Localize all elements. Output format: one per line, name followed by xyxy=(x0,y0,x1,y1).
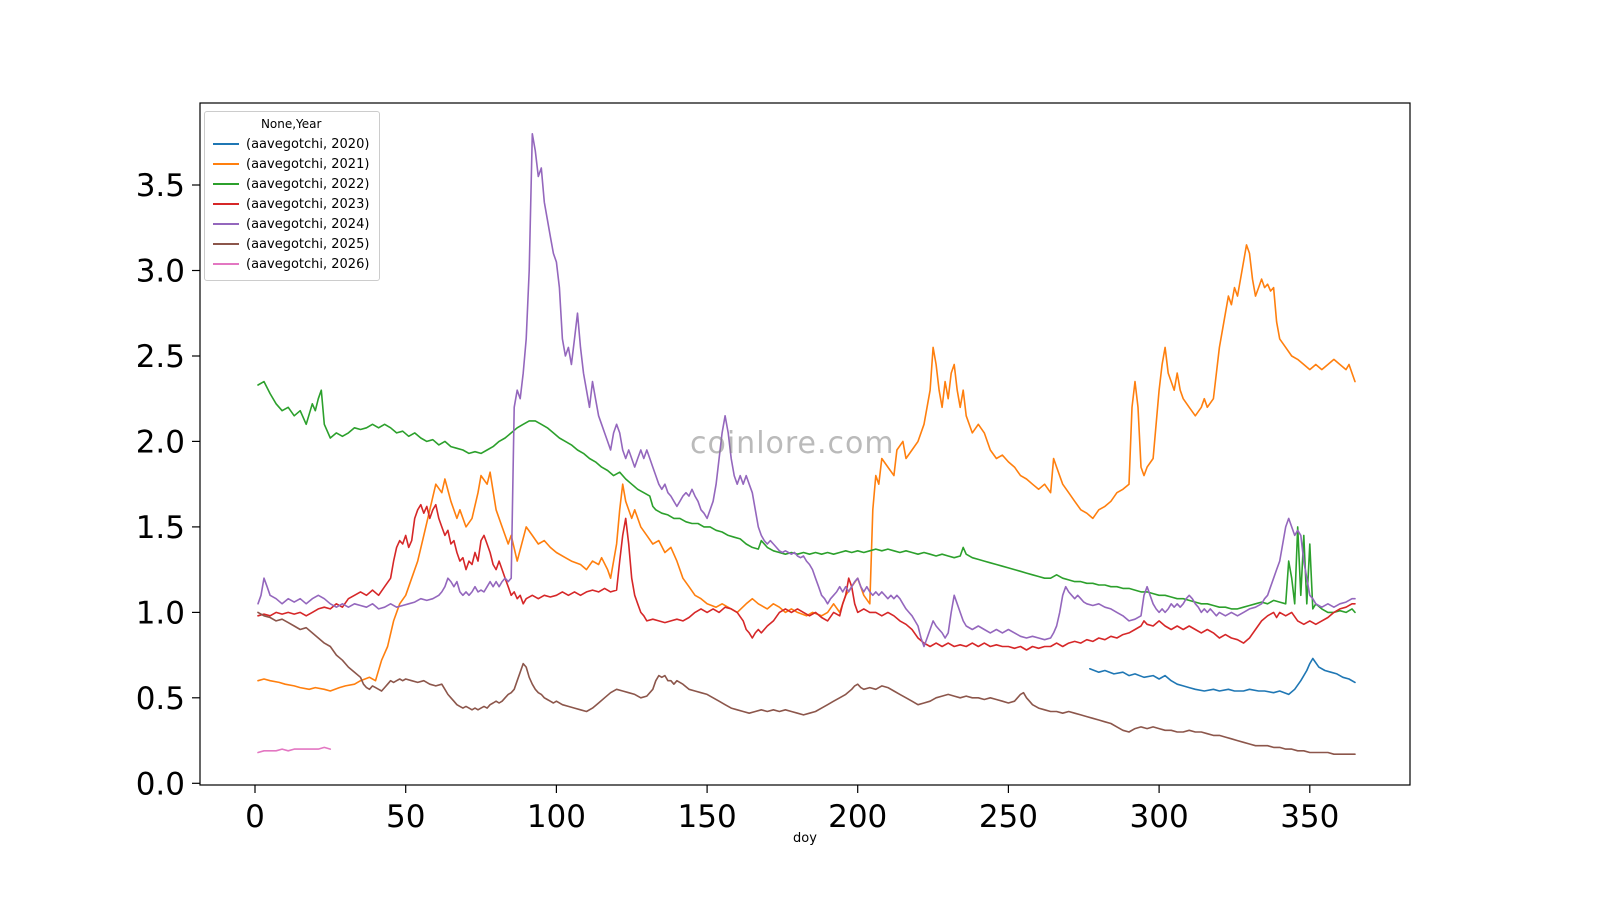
x-tick-label: 0 xyxy=(245,799,265,835)
legend-item: (aavegotchi, 2026) xyxy=(213,254,369,274)
y-tick-label: 2.0 xyxy=(136,424,185,460)
legend-swatch xyxy=(213,163,239,165)
y-tick-label: 3.5 xyxy=(136,168,185,204)
x-tick-label: 50 xyxy=(386,799,425,835)
legend-item: (aavegotchi, 2021) xyxy=(213,154,369,174)
y-tick-label: 1.0 xyxy=(136,595,185,631)
series-aavegotchi-2022 xyxy=(257,380,1356,614)
x-tick-label: 250 xyxy=(979,799,1038,835)
x-tick-label: 300 xyxy=(1130,799,1189,835)
series-aavegotchi-2023 xyxy=(257,503,1356,651)
legend-title: None,Year xyxy=(260,117,322,131)
legend: None,Year (aavegotchi, 2020) (aavegotchi,… xyxy=(204,111,381,281)
legend-label: (aavegotchi, 2026) xyxy=(246,256,370,272)
legend-label: (aavegotchi, 2025) xyxy=(246,236,370,252)
legend-swatch xyxy=(213,243,239,245)
legend-label: (aavegotchi, 2023) xyxy=(246,196,370,212)
y-tick-label: 0.0 xyxy=(136,766,185,802)
y-tick-label: 1.5 xyxy=(136,510,185,546)
x-tick-label: 200 xyxy=(828,799,887,835)
y-tick-label: 0.5 xyxy=(136,681,185,717)
legend-label: (aavegotchi, 2022) xyxy=(246,176,370,192)
legend-item: (aavegotchi, 2025) xyxy=(213,234,369,254)
legend-item: (aavegotchi, 2024) xyxy=(213,214,369,234)
legend-label: (aavegotchi, 2020) xyxy=(246,136,370,152)
series-aavegotchi-2024 xyxy=(257,133,1356,648)
series-aavegotchi-2025 xyxy=(257,611,1356,756)
legend-swatch xyxy=(213,223,239,225)
legend-swatch xyxy=(213,203,239,205)
x-axis-label: doy xyxy=(793,831,817,846)
y-tick-label: 3.0 xyxy=(136,254,185,290)
y-tick-label: 2.5 xyxy=(136,339,185,375)
series-aavegotchi-2021 xyxy=(257,244,1356,692)
series-aavegotchi-2026 xyxy=(257,746,332,754)
legend-item: (aavegotchi, 2023) xyxy=(213,194,369,214)
legend-label: (aavegotchi, 2024) xyxy=(246,216,370,232)
legend-label: (aavegotchi, 2021) xyxy=(246,156,370,172)
legend-swatch xyxy=(213,143,239,145)
x-tick-label: 350 xyxy=(1280,799,1339,835)
x-tick-label: 100 xyxy=(527,799,586,835)
watermark: coinlore.com xyxy=(690,426,895,461)
x-tick-label: 150 xyxy=(678,799,737,835)
legend-item: (aavegotchi, 2022) xyxy=(213,174,369,194)
legend-items: (aavegotchi, 2020) (aavegotchi, 2021) (aav… xyxy=(213,134,369,274)
legend-swatch xyxy=(213,183,239,185)
legend-item: (aavegotchi, 2020) xyxy=(213,134,369,154)
series-aavegotchi-2020 xyxy=(1089,657,1356,696)
legend-swatch xyxy=(213,263,239,265)
plot-area xyxy=(199,102,1411,786)
